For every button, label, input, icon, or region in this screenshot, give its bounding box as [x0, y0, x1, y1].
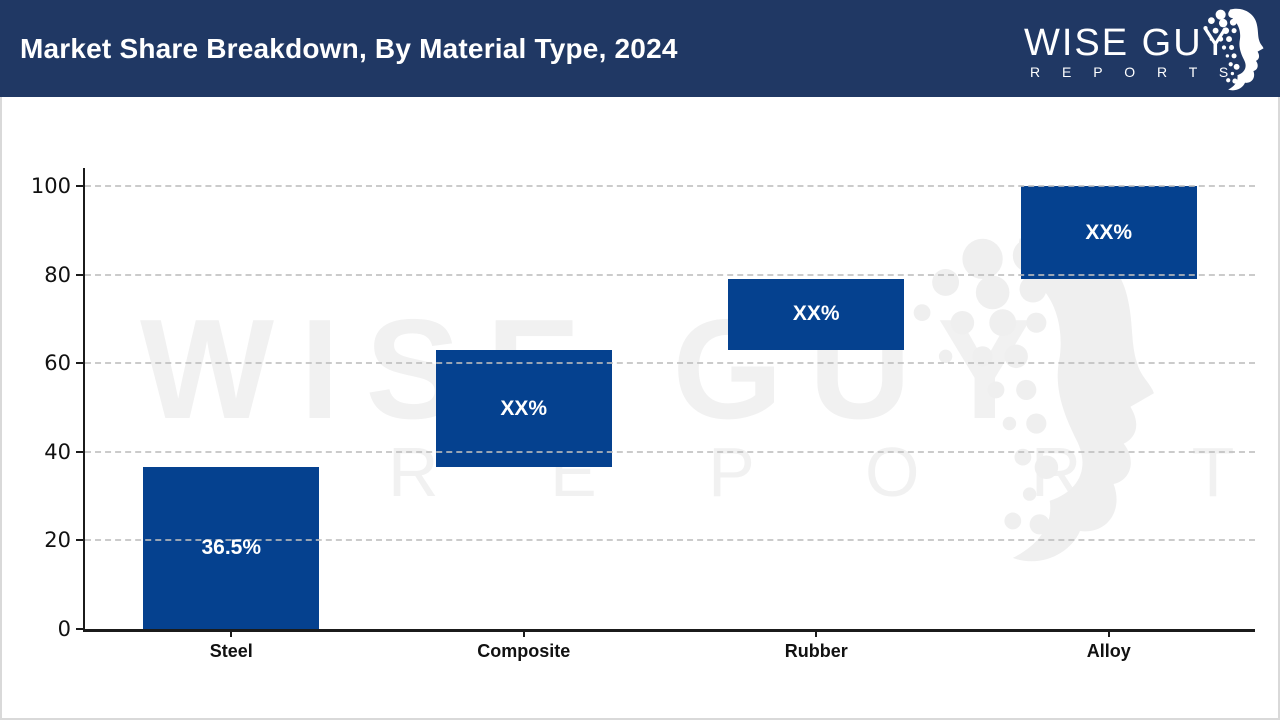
xtick-label-rubber: Rubber — [784, 641, 848, 661]
bar-steel — [143, 467, 320, 629]
gridline-60 — [85, 362, 1255, 365]
ytick-label: 20 — [44, 528, 71, 553]
header-bar: Market Share Breakdown, By Material Type… — [0, 0, 1280, 97]
xtick-mark — [815, 629, 818, 637]
ytick-mark — [76, 450, 85, 453]
bar-alloy — [1020, 186, 1197, 280]
xtick-mark — [522, 629, 525, 637]
gridline-20 — [85, 539, 1255, 542]
xtick-label-alloy: Alloy — [1086, 641, 1131, 661]
bar-label-composite: XX% — [500, 396, 548, 420]
y-axis — [83, 168, 85, 631]
bar-label-steel: 36.5% — [201, 536, 262, 560]
xtick-label-steel: Steel — [209, 641, 253, 661]
xtick-label-composite: Composite — [477, 641, 571, 661]
ytick-mark — [76, 362, 85, 365]
bar-label-alloy: XX% — [1085, 220, 1133, 244]
gridline-100 — [85, 185, 1255, 187]
ytick-label: 60 — [44, 351, 71, 376]
gridline-80 — [85, 273, 1255, 276]
ytick-mark — [76, 628, 85, 630]
ytick-label: 100 — [30, 174, 71, 198]
gridline-40 — [85, 450, 1255, 453]
xtick-mark — [230, 629, 233, 637]
xtick-mark — [1107, 629, 1110, 637]
ytick-label: 80 — [44, 262, 71, 287]
chart-title: Market Share Breakdown, By Material Type… — [20, 32, 678, 64]
logo-wordmark: WISE GUY — [1024, 22, 1231, 64]
ytick-mark — [76, 539, 85, 542]
bar-composite — [435, 349, 612, 468]
x-axis — [83, 629, 1255, 632]
ytick-label: 0 — [57, 617, 71, 641]
ytick-mark — [76, 185, 85, 187]
bar-rubber — [728, 279, 905, 350]
wiseguy-logo: WISE GUY R E P O R T S — [996, 6, 1266, 94]
logo-subtitle: R E P O R T S — [1030, 64, 1238, 80]
bar-label-rubber: XX% — [792, 302, 840, 326]
ytick-label: 40 — [44, 439, 71, 464]
ytick-mark — [76, 273, 85, 276]
